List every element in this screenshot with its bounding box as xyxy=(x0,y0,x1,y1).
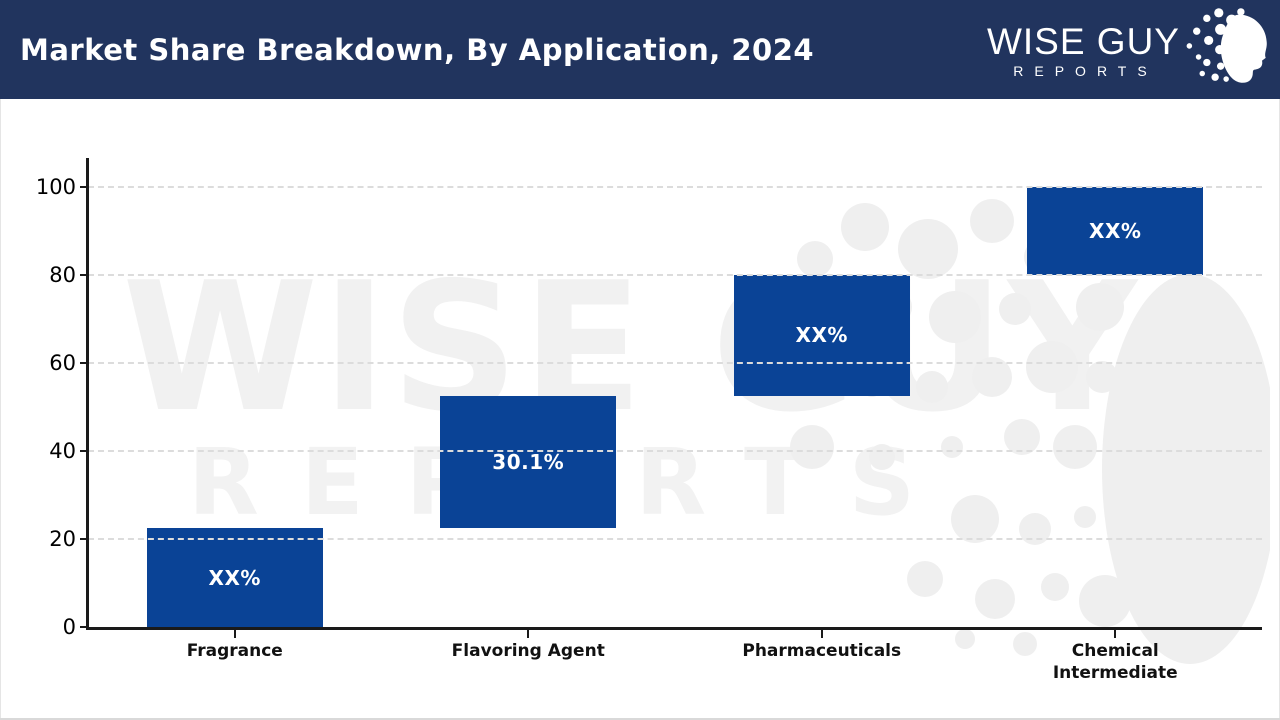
page-title: Market Share Breakdown, By Application, … xyxy=(20,32,815,67)
bar-fragrance: XX% xyxy=(146,528,323,627)
bar-value-label-chemical-intermediate: XX% xyxy=(1089,219,1142,243)
dotted-face-icon xyxy=(1186,7,1267,83)
plot-area: 0 20 40 60 80 100 XX% Fragrance 30.1% Flavoring A… xyxy=(0,99,1280,720)
gridline-80 xyxy=(88,274,1262,276)
x-category-label-fragrance: Fragrance xyxy=(186,641,283,661)
y-tick-label-60: 60 xyxy=(49,351,76,375)
bar-value-label-fragrance: XX% xyxy=(208,565,261,590)
bar-value-label-flavoring-agent: 30.1% xyxy=(492,449,565,474)
bar-flavoring-agent: 30.1% xyxy=(440,395,617,528)
y-tick-label-20: 20 xyxy=(49,527,76,551)
y-tick-40 xyxy=(80,450,88,452)
y-tick-label-40: 40 xyxy=(49,439,76,463)
gridline-40 xyxy=(88,450,1262,452)
logo-text: WISE GUY REPORTS xyxy=(987,23,1180,78)
y-tick-20 xyxy=(80,538,88,540)
gridline-20 xyxy=(88,538,1262,540)
gridline-60 xyxy=(88,362,1262,364)
bar-chemical-intermediate: XX% xyxy=(1027,187,1204,275)
x-tick-flavoring-agent xyxy=(527,630,530,638)
x-axis xyxy=(88,627,1262,630)
y-tick-0 xyxy=(80,626,88,628)
wise-guy-reports-logo: WISE GUY REPORTS xyxy=(987,7,1280,95)
x-category-label-flavoring-agent: Flavoring Agent xyxy=(451,641,605,661)
y-tick-label-0: 0 xyxy=(62,615,76,639)
header-banner: Market Share Breakdown, By Application, … xyxy=(0,0,1280,99)
y-axis xyxy=(86,158,89,630)
y-tick-100 xyxy=(80,186,88,188)
bar-pharmaceuticals: XX% xyxy=(733,275,910,396)
x-tick-pharmaceuticals xyxy=(820,630,823,638)
gridline-100 xyxy=(88,186,1262,188)
x-category-label-pharmaceuticals: Pharmaceuticals xyxy=(742,641,902,661)
x-category-label-chemical-intermediate: Chemical Intermediate xyxy=(1052,641,1178,684)
y-tick-label-80: 80 xyxy=(49,263,76,287)
logo-subtitle: REPORTS xyxy=(1013,63,1158,79)
bar-value-label-pharmaceuticals: XX% xyxy=(795,323,848,348)
logo-wordmark: WISE GUY xyxy=(986,21,1180,62)
watermark-wordmark: WISE GUY xyxy=(122,244,1140,451)
x-tick-chemical-intermediate xyxy=(1114,630,1117,638)
y-tick-80 xyxy=(80,274,88,276)
x-tick-fragrance xyxy=(233,630,236,638)
y-tick-60 xyxy=(80,362,88,364)
y-tick-label-100: 100 xyxy=(35,175,76,199)
chart-canvas: WISE GUY REPORTS 020406080100XX%Fragranc… xyxy=(0,99,1280,720)
